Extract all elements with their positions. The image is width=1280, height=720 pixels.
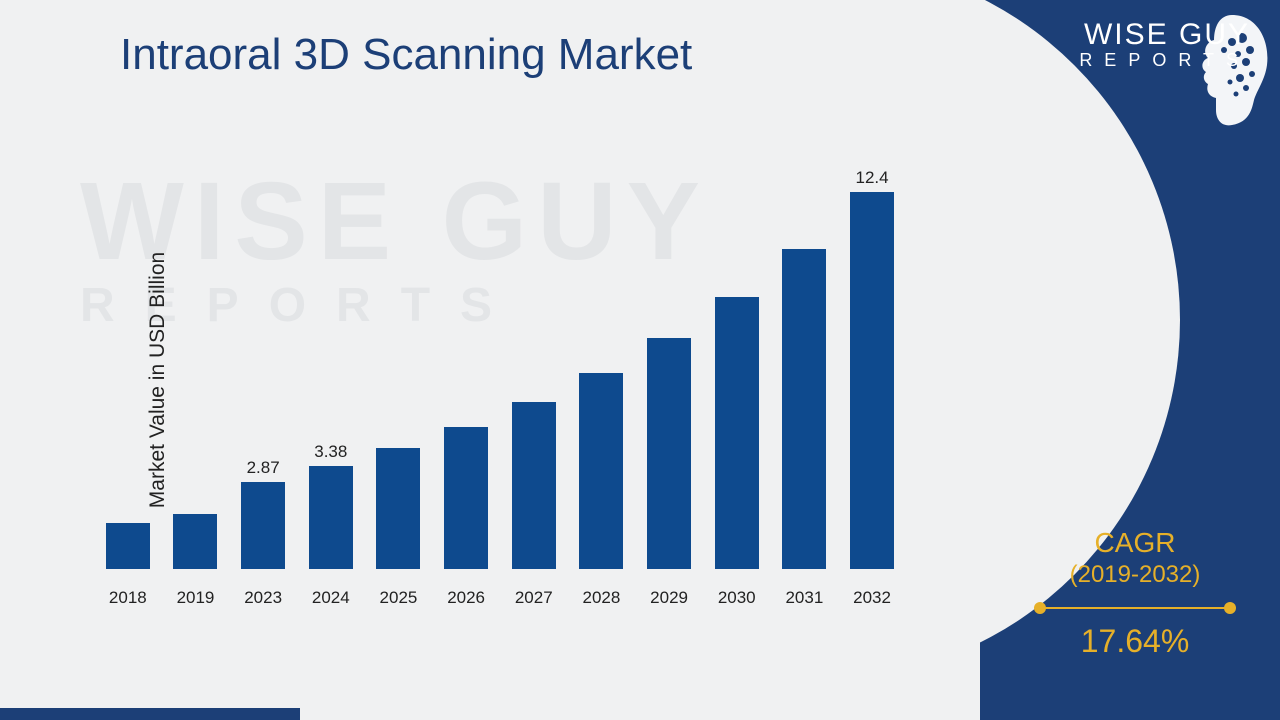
bar-column — [774, 225, 834, 569]
x-axis-labels: 2018201920232024202520262027202820292030… — [90, 580, 910, 620]
cagr-label: CAGR — [1030, 527, 1240, 559]
bar — [241, 482, 285, 569]
bar-column — [707, 273, 767, 569]
bar — [579, 373, 623, 569]
bar — [376, 448, 420, 569]
x-tick-label: 2023 — [233, 580, 293, 620]
chart-area: Market Value in USD Billion 2.873.3812.4… — [40, 140, 910, 620]
x-tick-label: 2019 — [165, 580, 225, 620]
cagr-range: (2019-2032) — [1030, 561, 1240, 589]
bar-column: 2.87 — [233, 458, 293, 569]
bar — [106, 523, 150, 569]
bar-column: 12.4 — [842, 168, 902, 569]
x-tick-label: 2025 — [368, 580, 428, 620]
bar — [715, 297, 759, 569]
plot-region: 2.87 3.38 12.4 — [90, 140, 910, 570]
bar — [444, 427, 488, 569]
x-tick-label: 2024 — [301, 580, 361, 620]
bottom-border-accent — [0, 708, 300, 720]
bars-container: 2.87 3.38 12.4 — [90, 140, 910, 569]
x-tick-label: 2026 — [436, 580, 496, 620]
bar — [850, 192, 894, 569]
x-tick-label: 2031 — [774, 580, 834, 620]
x-tick-label: 2027 — [504, 580, 564, 620]
bar-value-label: 12.4 — [856, 168, 889, 188]
cagr-divider — [1040, 607, 1230, 609]
x-tick-label: 2030 — [707, 580, 767, 620]
bar-value-label: 2.87 — [247, 458, 280, 478]
bar-column — [368, 424, 428, 569]
bar — [173, 514, 217, 569]
bar-column — [504, 378, 564, 569]
brand-line2: REPORTS — [1079, 50, 1250, 71]
bar — [512, 402, 556, 569]
bar — [309, 466, 353, 569]
cagr-value: 17.64% — [1030, 623, 1240, 660]
chart-title: Intraoral 3D Scanning Market — [120, 30, 692, 80]
brand-logo-text: WISE GUY REPORTS — [1079, 18, 1250, 71]
bar-column — [436, 403, 496, 569]
x-tick-label: 2032 — [842, 580, 902, 620]
page-root: WISE GUY REPORTS Intraoral 3D Scanning M… — [0, 0, 1280, 720]
x-tick-label: 2028 — [571, 580, 631, 620]
bar-value-label: 3.38 — [314, 442, 347, 462]
bar-column — [98, 499, 158, 569]
x-tick-label: 2018 — [98, 580, 158, 620]
bar-column — [571, 349, 631, 569]
bar — [647, 338, 691, 569]
bar-column: 3.38 — [301, 442, 361, 569]
cagr-block: CAGR (2019-2032) 17.64% — [1030, 527, 1240, 660]
bar-column — [165, 490, 225, 569]
brand-line1: WISE GUY — [1079, 18, 1250, 52]
bar-column — [639, 314, 699, 569]
x-tick-label: 2029 — [639, 580, 699, 620]
bar — [782, 249, 826, 569]
